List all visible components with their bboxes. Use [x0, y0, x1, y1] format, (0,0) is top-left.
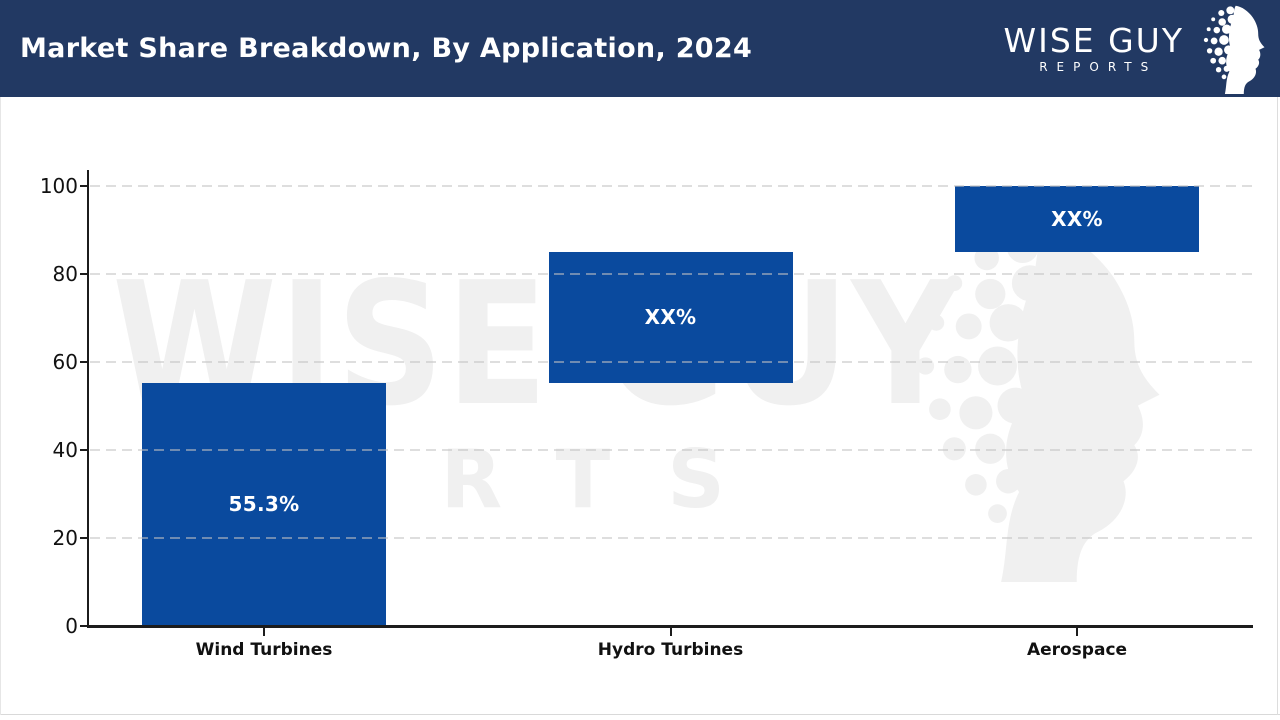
y-tick: [80, 273, 88, 275]
gridline: [90, 273, 1253, 275]
y-tick-label: 20: [52, 526, 78, 550]
bottom-divider: [0, 714, 1280, 715]
y-tick-label: 80: [52, 262, 78, 286]
brand-logo-text: WISE GUY REPORTS: [1003, 24, 1184, 73]
bar-value-label: XX%: [644, 305, 697, 330]
x-category-label: Hydro Turbines: [597, 640, 744, 660]
y-tick: [80, 185, 88, 187]
bar-value-label: 55.3%: [228, 492, 300, 517]
gridline: [90, 449, 1253, 451]
page-title: Market Share Breakdown, By Application, …: [20, 33, 753, 64]
x-tick: [669, 627, 672, 636]
watermark-head-icon: [916, 229, 1160, 582]
bar-segment: XX%: [955, 186, 1199, 252]
y-tick-label: 100: [39, 174, 78, 198]
y-tick-label: 60: [52, 350, 78, 374]
left-divider: [0, 97, 1, 715]
x-tick: [1076, 627, 1078, 636]
logo-subtext: REPORTS: [1039, 60, 1158, 74]
bar-value-label: XX%: [1051, 206, 1103, 231]
y-tick: [80, 449, 88, 451]
y-tick: [80, 537, 88, 539]
logo-head-icon: [1203, 5, 1265, 94]
y-tick: [80, 361, 88, 363]
logo-wordmark: WISE GUY: [1003, 21, 1184, 60]
right-divider: [1277, 97, 1278, 715]
y-axis-line: [87, 170, 89, 627]
y-tick-label: 0: [65, 614, 78, 638]
x-tick: [263, 627, 265, 636]
header-bar: Market Share Breakdown, By Application, …: [0, 0, 1280, 97]
x-category-label: Wind Turbines: [195, 640, 333, 660]
y-tick: [80, 625, 88, 627]
x-category-label: Aerospace: [1026, 640, 1128, 660]
gridline: [90, 361, 1253, 363]
bar-segment: 55.3%: [142, 382, 386, 626]
brand-logo: WISE GUY REPORTS: [1003, 4, 1270, 94]
y-tick-label: 40: [52, 438, 78, 462]
gridline: [90, 537, 1253, 539]
x-axis-line: [87, 625, 1253, 628]
gridline: [90, 185, 1253, 187]
